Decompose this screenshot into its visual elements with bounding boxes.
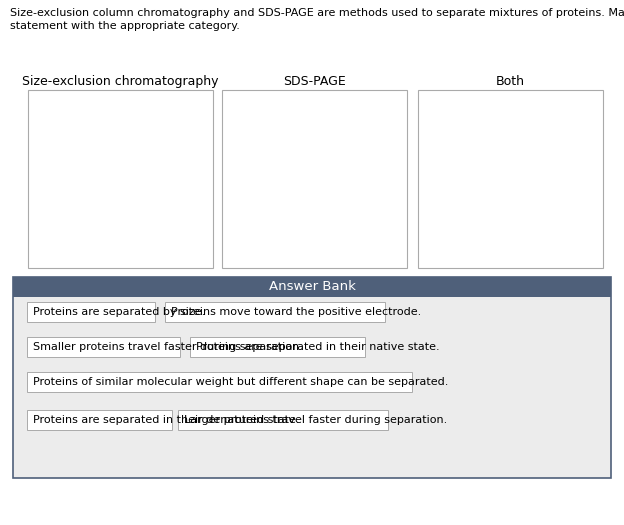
Text: Proteins move toward the positive electrode.: Proteins move toward the positive electr… xyxy=(171,307,421,317)
Text: statement with the appropriate category.: statement with the appropriate category. xyxy=(10,21,240,31)
Text: Answer Bank: Answer Bank xyxy=(268,280,356,293)
Text: Larger proteins travel faster during separation.: Larger proteins travel faster during sep… xyxy=(184,415,447,425)
Bar xyxy=(418,90,603,268)
Bar xyxy=(27,410,172,430)
Bar xyxy=(28,90,213,268)
Bar xyxy=(27,302,155,322)
Bar xyxy=(13,277,611,297)
Text: SDS-PAGE: SDS-PAGE xyxy=(283,75,346,88)
Text: Proteins are separated by size.: Proteins are separated by size. xyxy=(33,307,205,317)
Text: Both: Both xyxy=(496,75,525,88)
Bar xyxy=(27,337,180,357)
Text: Smaller proteins travel faster during separation.: Smaller proteins travel faster during se… xyxy=(33,342,303,352)
Text: Proteins of similar molecular weight but different shape can be separated.: Proteins of similar molecular weight but… xyxy=(33,377,449,387)
Bar xyxy=(190,337,365,357)
Text: Size-exclusion chromatography: Size-exclusion chromatography xyxy=(22,75,219,88)
Bar xyxy=(27,372,412,392)
Bar xyxy=(13,277,611,478)
Bar xyxy=(178,410,388,430)
Bar xyxy=(222,90,407,268)
Text: Proteins are separated in their denatured state.: Proteins are separated in their denature… xyxy=(33,415,300,425)
Text: Size-exclusion column chromatography and SDS-PAGE are methods used to separate m: Size-exclusion column chromatography and… xyxy=(10,8,624,18)
Bar xyxy=(165,302,385,322)
Text: Proteins are separated in their native state.: Proteins are separated in their native s… xyxy=(196,342,440,352)
